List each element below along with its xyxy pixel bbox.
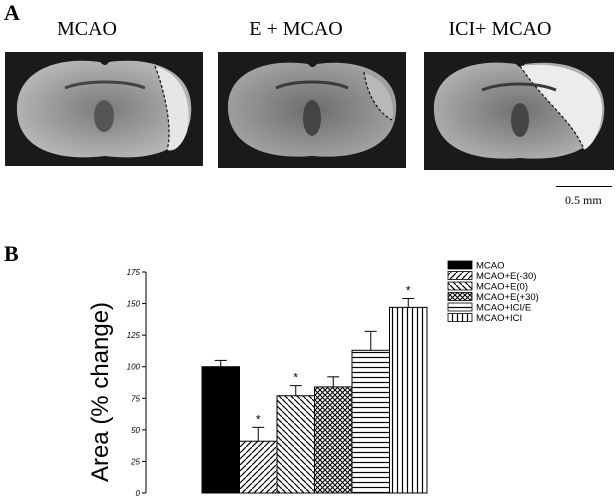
panel-b-letter: B — [4, 241, 19, 266]
y-tick-label: 125 — [127, 331, 141, 340]
legend-swatch — [447, 260, 473, 270]
y-tick-label: 25 — [130, 457, 140, 466]
y-tick-label: 0 — [136, 489, 141, 498]
scale-bar — [556, 186, 612, 187]
legend-entry: MCAO+ICI/E — [476, 303, 531, 314]
legend-entry: MCAO+E(+30) — [476, 292, 539, 303]
legend-swatch — [447, 292, 473, 301]
significance-marker: * — [406, 284, 411, 298]
legend-swatch — [447, 271, 473, 280]
slice-title-mcao: MCAO — [56, 18, 117, 40]
y-axis-label: Area (% change) — [87, 302, 114, 482]
y-tick-label: 175 — [127, 268, 141, 277]
bar — [239, 440, 278, 494]
y-tick-label: 50 — [131, 426, 140, 435]
panel-a-letter: A — [4, 0, 20, 25]
significance-marker: * — [293, 371, 298, 385]
legend-entry: MCAO+ICI — [476, 313, 522, 324]
legend-entry: MCAO — [476, 261, 505, 272]
slice-title-ici-mcao: ICI+ MCAO — [448, 18, 552, 40]
bar — [351, 349, 390, 494]
legend-swatch — [447, 313, 473, 322]
brain-slice-image-e-mcao — [218, 52, 406, 168]
bar — [201, 366, 240, 494]
scale-bar-label: 0.5 mm — [565, 193, 602, 207]
legend-swatch — [447, 302, 473, 312]
legend-swatch — [447, 281, 473, 291]
bar — [276, 395, 315, 494]
legend-entry: MCAO+E(0) — [476, 282, 528, 293]
y-tick-label: 100 — [127, 363, 141, 372]
y-tick-label: 75 — [131, 394, 140, 403]
brain-slice-image-ici-mcao — [424, 52, 614, 170]
bar — [314, 386, 353, 494]
bar — [389, 306, 428, 494]
y-tick-label: 150 — [127, 300, 141, 309]
legend-entry: MCAO+E(-30) — [476, 271, 536, 282]
significance-marker: * — [256, 412, 261, 426]
brain-slice-image-mcao — [5, 52, 203, 166]
slice-title-e-mcao: E + MCAO — [249, 18, 343, 40]
